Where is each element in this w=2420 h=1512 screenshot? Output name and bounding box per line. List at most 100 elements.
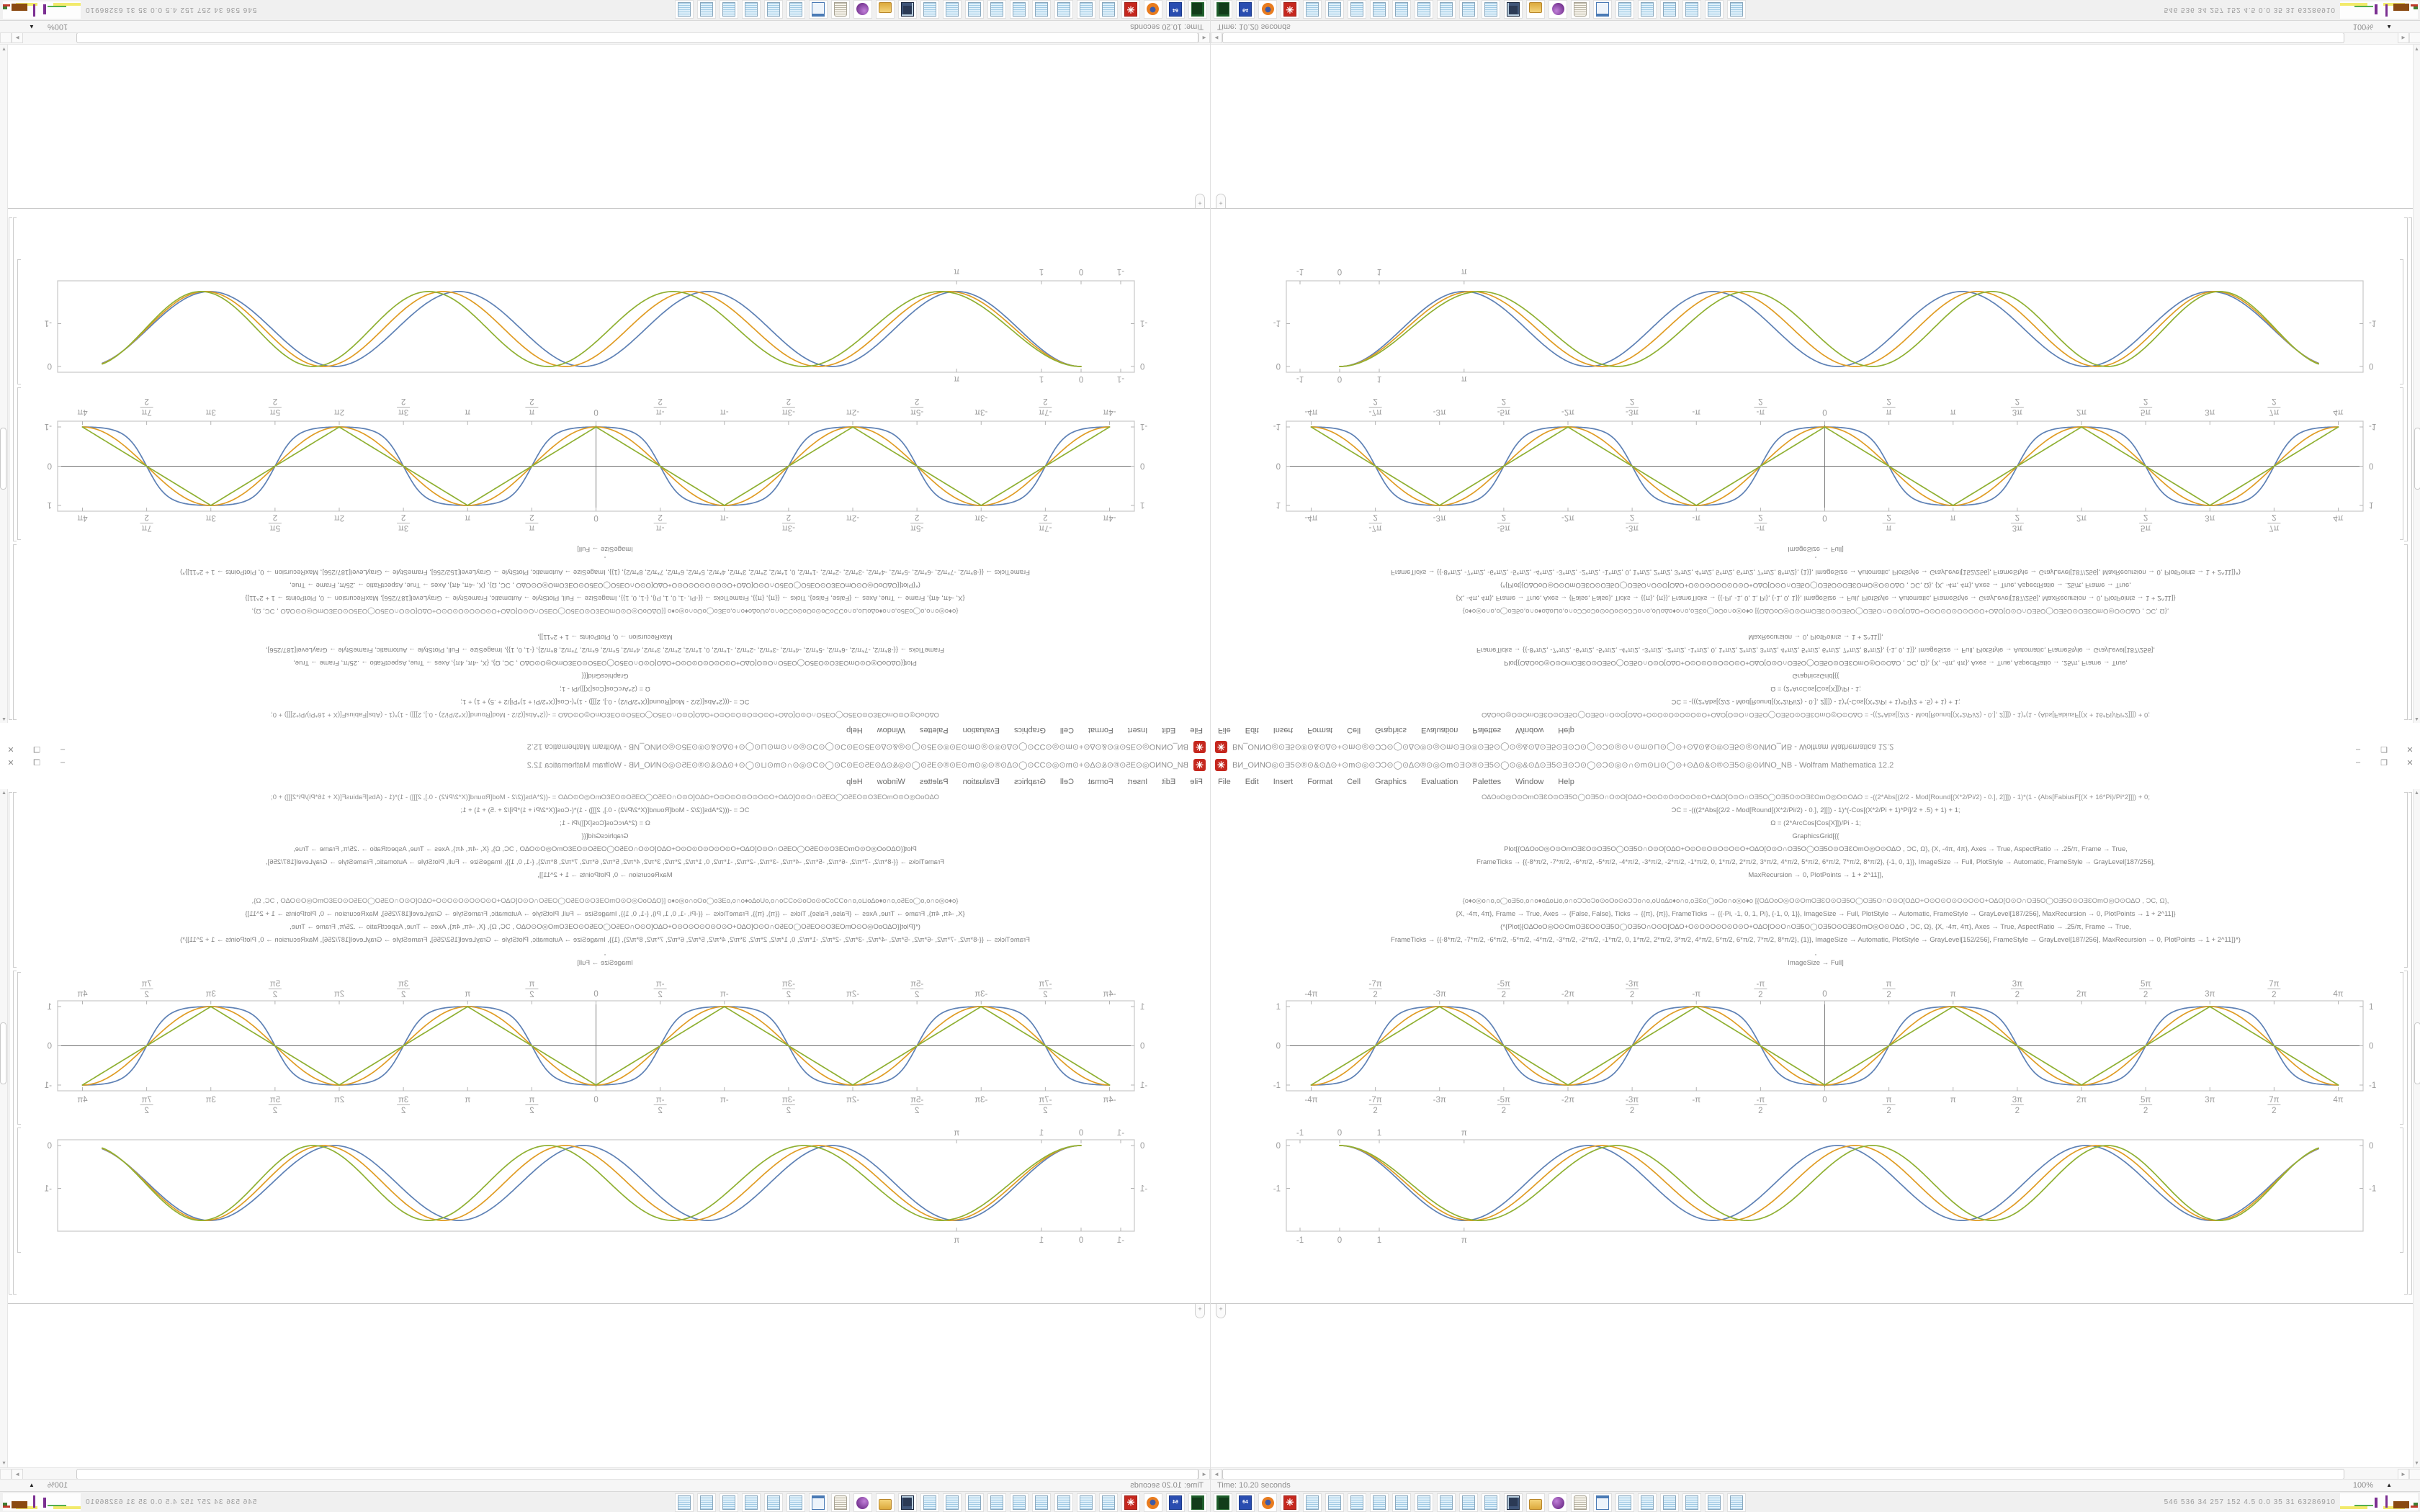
code-line[interactable]: MaxRecursion → 0, PlotPoints → 1 + 2^11]… xyxy=(537,633,673,641)
menu-item-edit[interactable]: Edit xyxy=(1162,778,1176,786)
document-icon[interactable] xyxy=(1099,1493,1118,1512)
menu-item-evaluation[interactable]: Evaluation xyxy=(962,726,1000,734)
document-icon[interactable] xyxy=(1032,1493,1051,1512)
menu-item-palettes[interactable]: Palettes xyxy=(1472,778,1502,786)
cell-bracket-plot-a[interactable] xyxy=(17,387,21,540)
cell-bracket-input[interactable] xyxy=(2404,792,2408,968)
magnification-menu-icon[interactable]: ▲ xyxy=(2386,1482,2392,1488)
close-button[interactable]: ✕ xyxy=(7,744,14,753)
scroll-document-icon[interactable] xyxy=(831,1493,850,1512)
menu-item-palettes[interactable]: Palettes xyxy=(919,726,949,734)
document-icon[interactable] xyxy=(697,1493,716,1512)
window-app-icon[interactable] xyxy=(1593,0,1612,19)
plot-scalloped-waves[interactable]: -1 -1 0 0 1 1 π π 0 0 -1 -1 xyxy=(1211,259,2420,387)
horizontal-scrollbar[interactable]: ◄ ► xyxy=(0,1467,1210,1480)
scroll-left-icon[interactable]: ◄ xyxy=(1211,1469,1222,1480)
code-line[interactable]: Plot[{Ο∆ΟοΟ◎Ο⊙ΟmΟƎƐΟ⊙ΟƎ5Ο◯ΟƎ5Ο∩Ο⊙Ο[Ο∆Ο+Ο… xyxy=(1504,845,2128,853)
magnification-menu-icon[interactable]: ▲ xyxy=(29,24,35,30)
monitor-icon[interactable] xyxy=(898,1493,917,1512)
monitor-icon[interactable] xyxy=(898,0,917,19)
cell-insertion-line[interactable] xyxy=(1211,1303,2420,1304)
code-line[interactable]: ƆC = -(((2*Abs[(2/2 - Mod[Round[(X*2/Pi/… xyxy=(460,698,750,706)
menu-item-insert[interactable]: Insert xyxy=(1273,778,1294,786)
menu-item-help[interactable]: Help xyxy=(846,726,863,734)
cell-bracket-input[interactable] xyxy=(13,544,17,720)
document-icon[interactable] xyxy=(1682,0,1701,19)
horizontal-scroll-thumb[interactable] xyxy=(76,1469,1198,1480)
document-icon[interactable] xyxy=(720,1493,738,1512)
cell-bracket-outer[interactable] xyxy=(2408,792,2412,1295)
scroll-left-icon[interactable]: ◄ xyxy=(1198,1469,1210,1480)
document-icon[interactable] xyxy=(1459,1493,1478,1512)
minimize-button[interactable]: – xyxy=(60,758,66,767)
menu-item-format[interactable]: Format xyxy=(1307,726,1333,734)
cell-bracket-input[interactable] xyxy=(13,792,17,968)
scroll-left-icon[interactable]: ◄ xyxy=(1198,32,1210,43)
scroll-document-icon[interactable] xyxy=(1571,0,1590,19)
document-icon[interactable] xyxy=(1727,1493,1746,1512)
document-icon[interactable] xyxy=(965,1493,984,1512)
cell-bracket-plot-b[interactable] xyxy=(2400,1128,2403,1253)
cell-bracket-outer[interactable] xyxy=(9,217,12,720)
document-icon[interactable] xyxy=(1325,1493,1344,1512)
document-icon[interactable] xyxy=(1705,1493,1724,1512)
menu-item-edit[interactable]: Edit xyxy=(1245,726,1259,734)
folder-icon[interactable] xyxy=(1526,1493,1545,1512)
document-icon[interactable] xyxy=(1682,1493,1701,1512)
menu-item-palettes[interactable]: Palettes xyxy=(919,778,949,786)
window-titlebar[interactable]: ✳ ВИ_ОИNО◎⊙Ǝ5⊙®⊙&⊙∆⊙+⊙m⊙◎⊙ƆƆ⊙◯⊙∆⊙®⊙◎⊙m⊙Ǝ… xyxy=(0,756,1210,775)
document-icon[interactable] xyxy=(920,0,939,19)
menu-item-evaluation[interactable]: Evaluation xyxy=(1421,726,1458,734)
cell-bracket-outer[interactable] xyxy=(9,792,12,1295)
maximize-button[interactable]: ❐ xyxy=(33,744,40,753)
menu-item-window[interactable]: Window xyxy=(877,778,905,786)
vertical-scroll-thumb[interactable] xyxy=(2414,1022,2420,1084)
folder-icon[interactable] xyxy=(876,0,895,19)
terminal-icon[interactable] xyxy=(1214,1493,1232,1512)
terminal-icon[interactable] xyxy=(1188,1493,1207,1512)
document-icon[interactable] xyxy=(987,0,1006,19)
code-line[interactable]: ImageSize → Full] xyxy=(577,959,633,967)
code-line[interactable]: {ο♦ο◎ο∩ο,ο◯οƎ5ο,ο∩ο♦ο∆ο⊔ο,ο∩οƆƆοƆο⊙οΟο⊙ο… xyxy=(251,607,959,615)
scroll-right-icon[interactable]: ► xyxy=(12,32,23,43)
code-line[interactable]: (*{Plot[{Ο∆ΟοΟ◎Ο⊙ΟmΟƎƐΟ⊙ΟƎ5Ο◯ΟƎ5Ο∩Ο⊙Ο[Ο∆… xyxy=(290,581,920,589)
scroll-up-icon[interactable]: ▲ xyxy=(2414,791,2419,796)
vertical-scroll-thumb[interactable] xyxy=(0,1022,6,1084)
firefox-icon[interactable] xyxy=(1144,1493,1162,1512)
close-button[interactable]: ✕ xyxy=(2406,759,2414,768)
document-icon[interactable] xyxy=(1392,0,1411,19)
code-line[interactable]: ƆC = -(((2*Abs[(2/2 - Mod[Round[(X*2/Pi/… xyxy=(1671,806,1960,814)
maximize-button[interactable]: ❐ xyxy=(2380,744,2388,753)
maximize-button[interactable]: ❐ xyxy=(2380,759,2388,768)
plot-scalloped-waves[interactable]: -1 -1 0 0 1 1 π π 0 0 -1 -1 xyxy=(0,259,1210,387)
magnification-value[interactable]: 100% xyxy=(48,22,68,31)
document-icon[interactable] xyxy=(1459,0,1478,19)
window-titlebar[interactable]: ✳ ВИ_ОИNО◎⊙Ǝ5⊙®⊙&⊙∆⊙+⊙m⊙◎⊙ƆƆ⊙◯⊙∆⊙®⊙◎⊙m⊙Ǝ… xyxy=(0,737,1210,756)
horizontal-scroll-thumb[interactable] xyxy=(1222,32,2344,43)
magnification-menu-icon[interactable]: ▲ xyxy=(29,1482,35,1488)
menu-item-insert[interactable]: Insert xyxy=(1127,778,1148,786)
code-line[interactable]: Plot[{Ο∆ΟοΟ◎Ο⊙ΟmΟƎƐΟ⊙ΟƎ5Ο◯ΟƎ5Ο∩Ο⊙Ο[Ο∆Ο+Ο… xyxy=(293,659,917,667)
document-icon[interactable] xyxy=(1303,1493,1322,1512)
window-app-icon[interactable] xyxy=(1593,1493,1612,1512)
cell-bracket-plot-b[interactable] xyxy=(2400,259,2403,384)
code-line[interactable]: {X, -4π, 4π}, Frame → True, Axes → {Fals… xyxy=(245,910,965,918)
purple-app-icon[interactable] xyxy=(1549,0,1567,19)
document-icon[interactable] xyxy=(1348,1493,1366,1512)
menu-item-evaluation[interactable]: Evaluation xyxy=(962,778,1000,786)
document-icon[interactable] xyxy=(720,0,738,19)
document-icon[interactable] xyxy=(1615,1493,1634,1512)
menu-item-edit[interactable]: Edit xyxy=(1245,778,1259,786)
plot-square-cos-triangle[interactable]: -4π -4π -7π 2 -7π 2 -3π -3π -5π 2 -5π 2 -2π -2π -3π 2 -3… xyxy=(1211,969,2420,1125)
code-line[interactable]: ImageSize → Full] xyxy=(1788,959,1844,967)
menu-item-file[interactable]: File xyxy=(1218,726,1231,734)
cell-bracket-output-group[interactable] xyxy=(2404,971,2408,1295)
document-icon[interactable] xyxy=(943,1493,962,1512)
document-icon[interactable] xyxy=(1010,0,1028,19)
scroll-up-icon[interactable]: ▲ xyxy=(2414,716,2419,721)
code-line[interactable]: {X, -4π, 4π}, Frame → True, Axes → {Fals… xyxy=(245,594,965,602)
cell-bracket-plot-b[interactable] xyxy=(17,259,21,384)
document-icon[interactable] xyxy=(675,1493,694,1512)
menu-item-format[interactable]: Format xyxy=(1088,726,1113,734)
scroll-down-icon[interactable]: ▼ xyxy=(1,1461,6,1466)
